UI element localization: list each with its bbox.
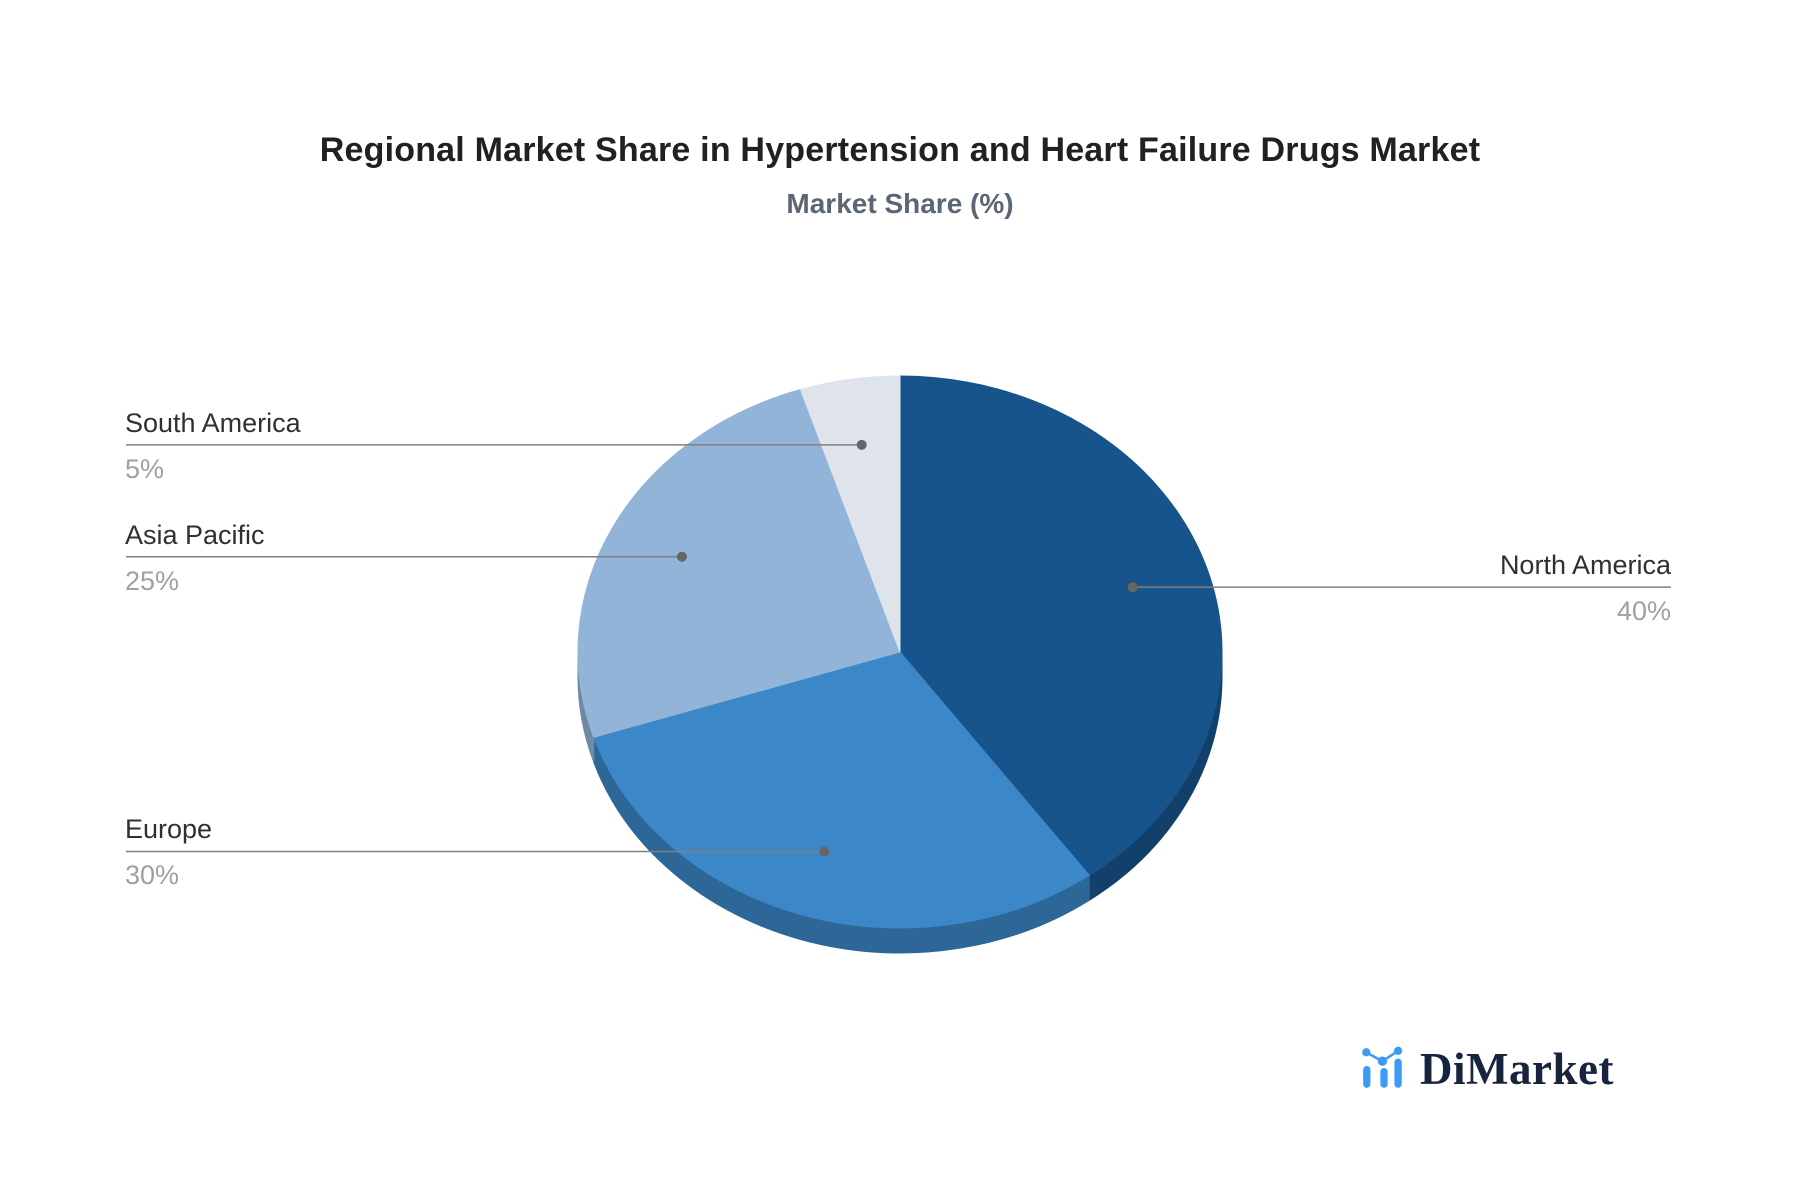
callout-value-europe: 30% <box>125 860 180 891</box>
bar-line-chart-icon <box>1362 1046 1403 1088</box>
logo-bar-3 <box>1394 1058 1402 1088</box>
brand-logo: DiMarket <box>1360 1040 1614 1092</box>
pie-slice-europe[interactable] <box>593 651 1091 929</box>
callout-value-south-america: 5% <box>125 453 165 484</box>
logo-bar-2 <box>1380 1068 1388 1088</box>
callout-label-south-america: South America <box>125 407 301 438</box>
logo-dot-3 <box>1393 1046 1403 1055</box>
callout-label-asia-pacific: Asia Pacific <box>125 519 265 550</box>
callout-lines <box>126 439 1671 857</box>
logo-bar-1 <box>1363 1065 1371 1088</box>
chart-subtitle: Market Share (%) <box>786 188 1014 219</box>
pie-slice-asia-pacific[interactable] <box>577 388 901 738</box>
callout-dot-south-america <box>856 439 867 450</box>
brand-name: DiMarket <box>1420 1044 1614 1094</box>
chart-title: Regional Market Share in Hypertension an… <box>319 131 1481 169</box>
callout-value-asia-pacific: 25% <box>125 565 180 596</box>
callout-dot-asia-pacific <box>676 551 687 562</box>
logo-dot-2 <box>1377 1056 1388 1066</box>
callout-value-north-america: 40% <box>1616 596 1671 627</box>
pie-top-faces <box>577 375 1223 929</box>
pie-slice-north-america[interactable] <box>899 375 1223 876</box>
callout-dot-europe <box>819 846 830 857</box>
callout-dot-north-america <box>1127 582 1138 593</box>
logo-dot-1 <box>1362 1048 1371 1057</box>
callout-label-europe: Europe <box>125 814 213 845</box>
callout-label-north-america: North America <box>1499 550 1671 581</box>
